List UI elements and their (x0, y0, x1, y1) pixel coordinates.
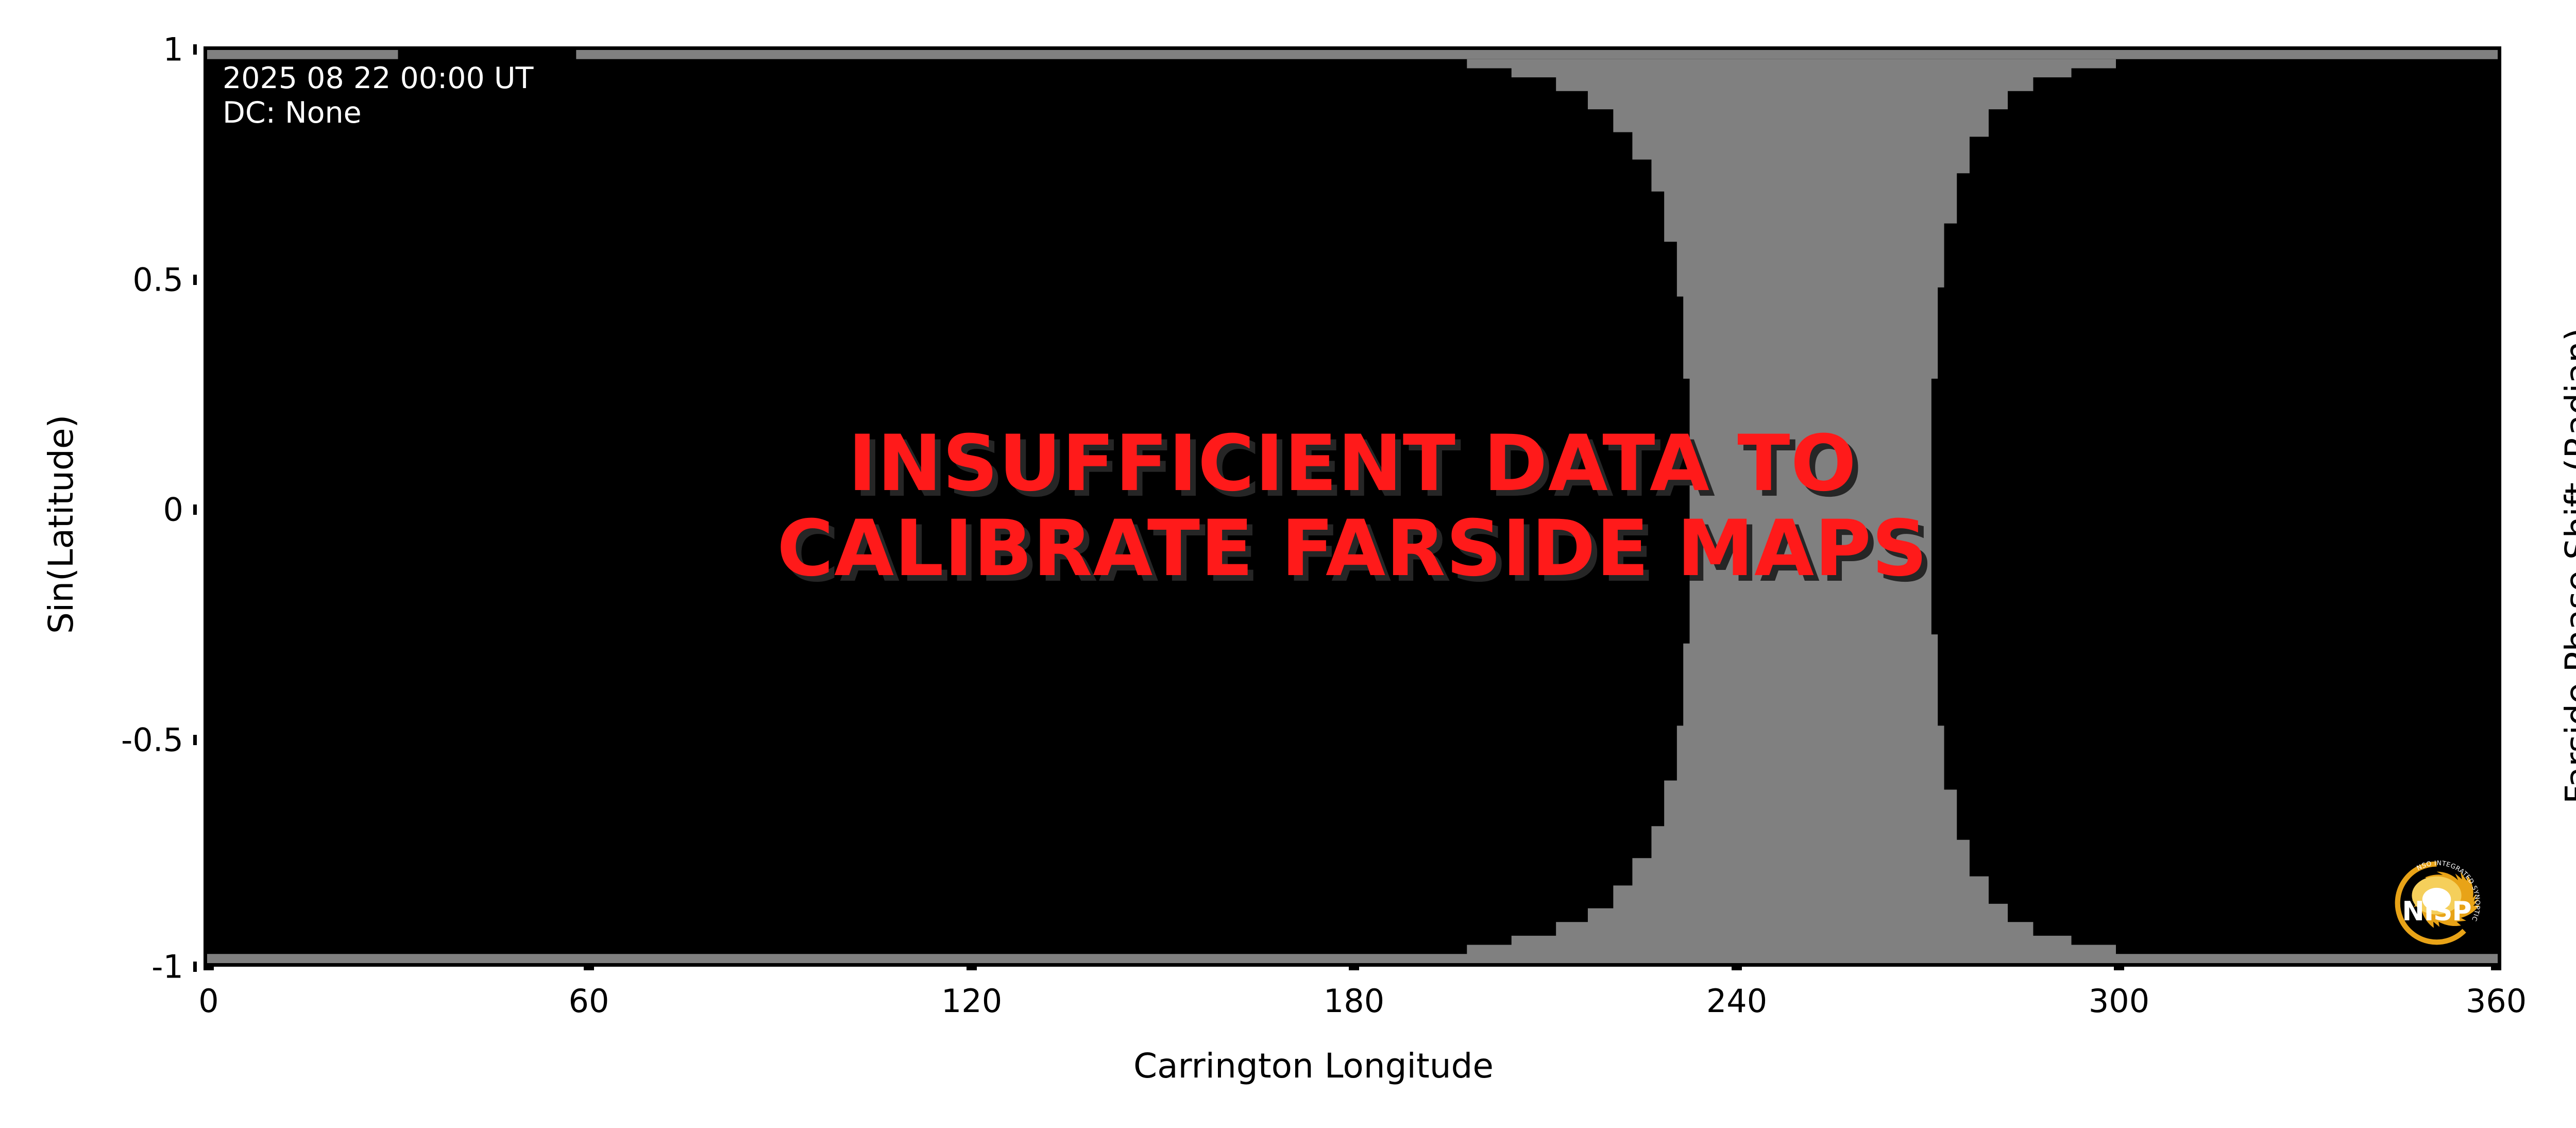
x-axis-title: Carrington Longitude (1133, 1046, 1494, 1086)
x-ticklabel-0: 0 (198, 982, 219, 1020)
timestamp-annotation: 2025 08 22 00:00 UT DC: None (223, 61, 533, 131)
x-ticklabel-180: 180 (1323, 982, 1385, 1020)
top-edge-strip-right (576, 50, 2498, 59)
timestamp-line1: 2025 08 22 00:00 UT (223, 61, 534, 95)
farside-nodata-region (207, 50, 2498, 963)
x-ticklabel-60: 60 (568, 982, 609, 1020)
x-tick-60 (584, 967, 594, 970)
y-ticklabel--1: -1 (151, 948, 183, 986)
y-tick-0.5 (193, 275, 197, 285)
x-tick-180 (1349, 967, 1359, 970)
x-ticklabel-300: 300 (2088, 982, 2150, 1020)
nisp-logo: NISP NSO INTEGRATED SYNOPTIC PROGRAM (2389, 855, 2484, 951)
y-tick-0 (193, 504, 197, 515)
y-ticklabel-0: 0 (163, 491, 183, 529)
cb1-title: Farside Phase Shift (Radian) (2558, 328, 2576, 804)
x-tick-120 (967, 967, 977, 970)
top-edge-strip-left (207, 50, 398, 59)
x-ticklabel-240: 240 (1706, 982, 1768, 1020)
y-tick--1 (193, 962, 197, 972)
y-ticklabel-1: 1 (163, 30, 183, 69)
y-ticklabel-0.5: 0.5 (132, 261, 183, 299)
logo-sun (2412, 871, 2480, 928)
y-tick-1 (193, 44, 197, 55)
x-tick-0 (204, 967, 214, 970)
x-ticklabel-360: 360 (2465, 982, 2527, 1020)
x-tick-240 (1732, 967, 1742, 970)
map-image (207, 50, 2498, 963)
y-axis-title: Sin(Latitude) (41, 414, 81, 634)
timestamp-line2: DC: None (223, 96, 362, 130)
farside-data-region-right (1931, 59, 2498, 954)
bottom-edge-strip (207, 956, 2498, 963)
y-tick--0.5 (193, 735, 197, 745)
logo-wordmark: NISP (2402, 896, 2471, 927)
x-tick-300 (2114, 967, 2124, 970)
y-ticklabel--0.5: -0.5 (121, 721, 183, 759)
x-ticklabel-120: 120 (941, 982, 1003, 1020)
synoptic-map-axes: 2025 08 22 00:00 UT DC: None INSUFFICIENT… (204, 46, 2501, 967)
logo-ring (2395, 861, 2466, 945)
x-tick-360 (2491, 967, 2501, 970)
